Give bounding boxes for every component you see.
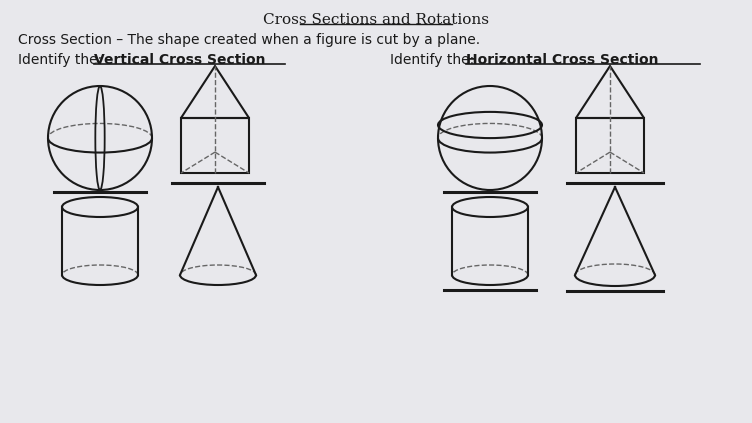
Bar [181, 118, 249, 173]
Text: Cross Section – The shape created when a figure is cut by a plane.: Cross Section – The shape created when a… [18, 33, 480, 47]
Text: Identify the:: Identify the: [18, 53, 107, 67]
Text: Vertical Cross Section: Vertical Cross Section [94, 53, 265, 67]
Bar [576, 118, 644, 173]
Text: Identify the:: Identify the: [390, 53, 478, 67]
Text: Cross Sections and Rotations: Cross Sections and Rotations [263, 13, 489, 27]
Text: Horizontal Cross Section: Horizontal Cross Section [466, 53, 659, 67]
